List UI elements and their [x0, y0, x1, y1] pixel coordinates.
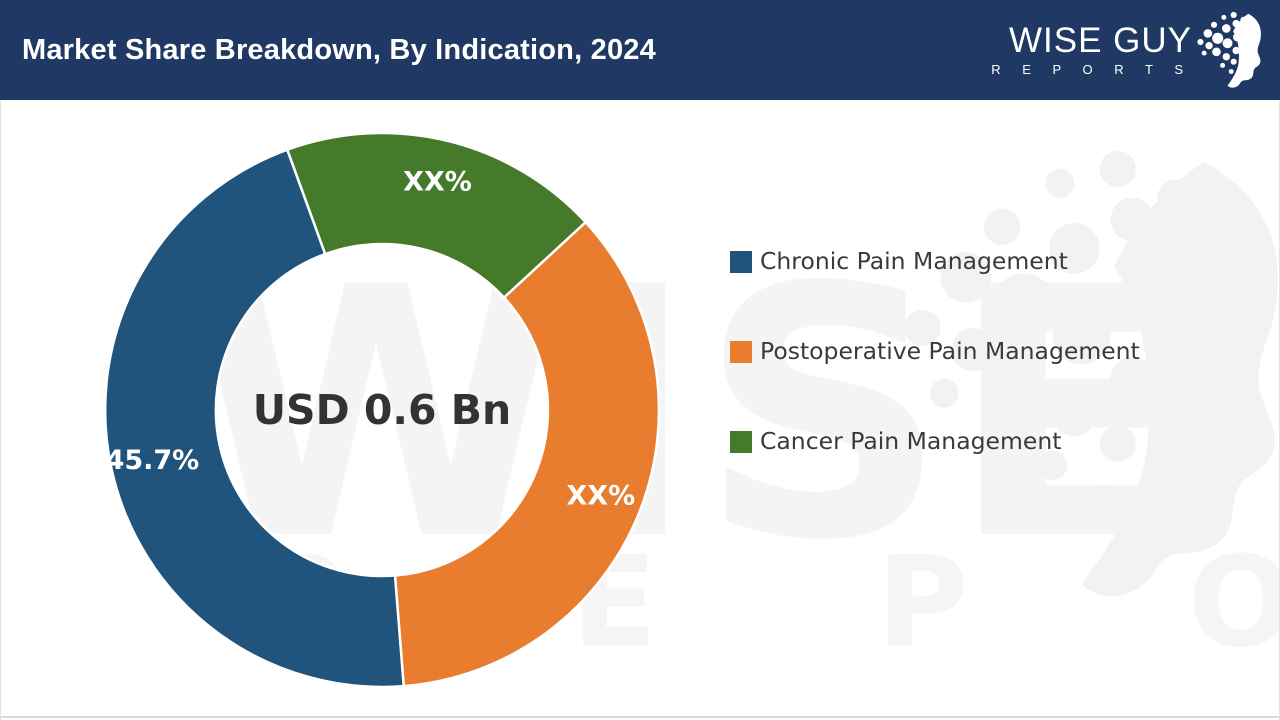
logo-subtext: R E P O R T S [991, 62, 1192, 77]
slice-label-1: XX% [566, 481, 635, 512]
bottom-divider [1, 716, 1279, 718]
wiseguy-face-icon [1197, 11, 1261, 88]
chart-area: WISE GUY R E P O 45.7%XX%XX% USD 0.6 Bn … [0, 100, 1280, 720]
legend-label-chronic: Chronic Pain Management [760, 246, 1068, 275]
logo-wordmark: WISE GUY [1008, 21, 1192, 60]
legend-swatch-postoperative [730, 340, 752, 363]
slice-label-2: XX% [403, 167, 472, 198]
slice-label-0: 45.7% [106, 445, 200, 476]
watermark-wordmark: WISE GUY [186, 215, 1279, 616]
donut-chart: 45.7% XX% XX% [103, 131, 661, 689]
header-bar: Market Share Breakdown, By Indication, 2… [0, 0, 1280, 100]
chart-legend: Chronic Pain Management Postoperative Pa… [730, 246, 1140, 516]
legend-label-cancer: Cancer Pain Management [760, 426, 1062, 455]
chart-center-value: USD 0.6 Bn [252, 386, 512, 434]
donut-slice-2 [286, 131, 587, 299]
legend-label-postoperative: Postoperative Pain Management [760, 336, 1140, 365]
legend-item-postoperative: Postoperative Pain Management [730, 336, 1140, 367]
page-title: Market Share Breakdown, By Indication, 2… [22, 33, 656, 66]
donut-slice-0 [103, 148, 406, 689]
legend-swatch-cancer [730, 430, 752, 453]
wiseguy-logo: WISE GUY R E P O R T S [987, 10, 1266, 90]
legend-item-chronic: Chronic Pain Management [730, 246, 1140, 277]
donut-slice-1 [393, 220, 661, 688]
legend-swatch-chronic [730, 250, 752, 273]
legend-item-cancer: Cancer Pain Management [730, 426, 1140, 457]
